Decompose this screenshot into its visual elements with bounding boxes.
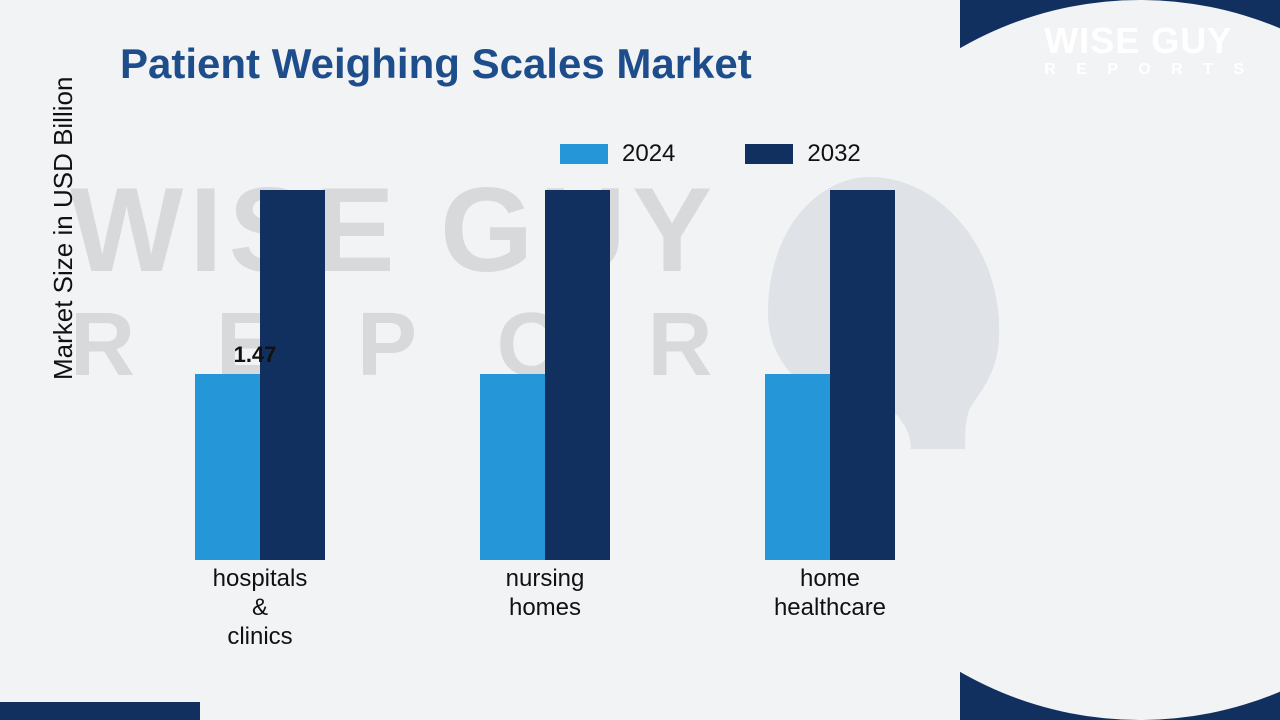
chart-canvas: WISE GUY R E P O R T S WISE GUY R E P O …: [0, 0, 1280, 720]
footer-accent-bar: [0, 702, 200, 720]
legend-swatch-2032: [745, 144, 793, 164]
y-axis-label: Market Size in USD Billion: [48, 77, 79, 380]
bar: [260, 190, 325, 560]
bar: [830, 190, 895, 560]
legend-label-2032: 2032: [807, 140, 860, 168]
category-label: nursinghomes: [445, 565, 645, 623]
legend-label-2024: 2024: [622, 140, 675, 168]
bar: [480, 374, 545, 560]
brand-logo: WISE GUY R E P O R T S: [1044, 22, 1252, 79]
legend: 2024 2032: [560, 140, 861, 168]
bar-value-label: 1.47: [195, 342, 315, 368]
legend-swatch-2024: [560, 144, 608, 164]
legend-item-2024: 2024: [560, 140, 675, 168]
legend-item-2032: 2032: [745, 140, 860, 168]
category-label: hospitals&clinics: [160, 565, 360, 651]
chart-title: Patient Weighing Scales Market: [120, 40, 752, 88]
category-axis: hospitals&clinics nursinghomes homehealthc…: [120, 565, 950, 665]
category-label: homehealthcare: [730, 565, 930, 623]
bar: [195, 374, 260, 560]
plot-area: 1.47: [120, 180, 950, 560]
bar: [765, 374, 830, 560]
bar: [545, 190, 610, 560]
